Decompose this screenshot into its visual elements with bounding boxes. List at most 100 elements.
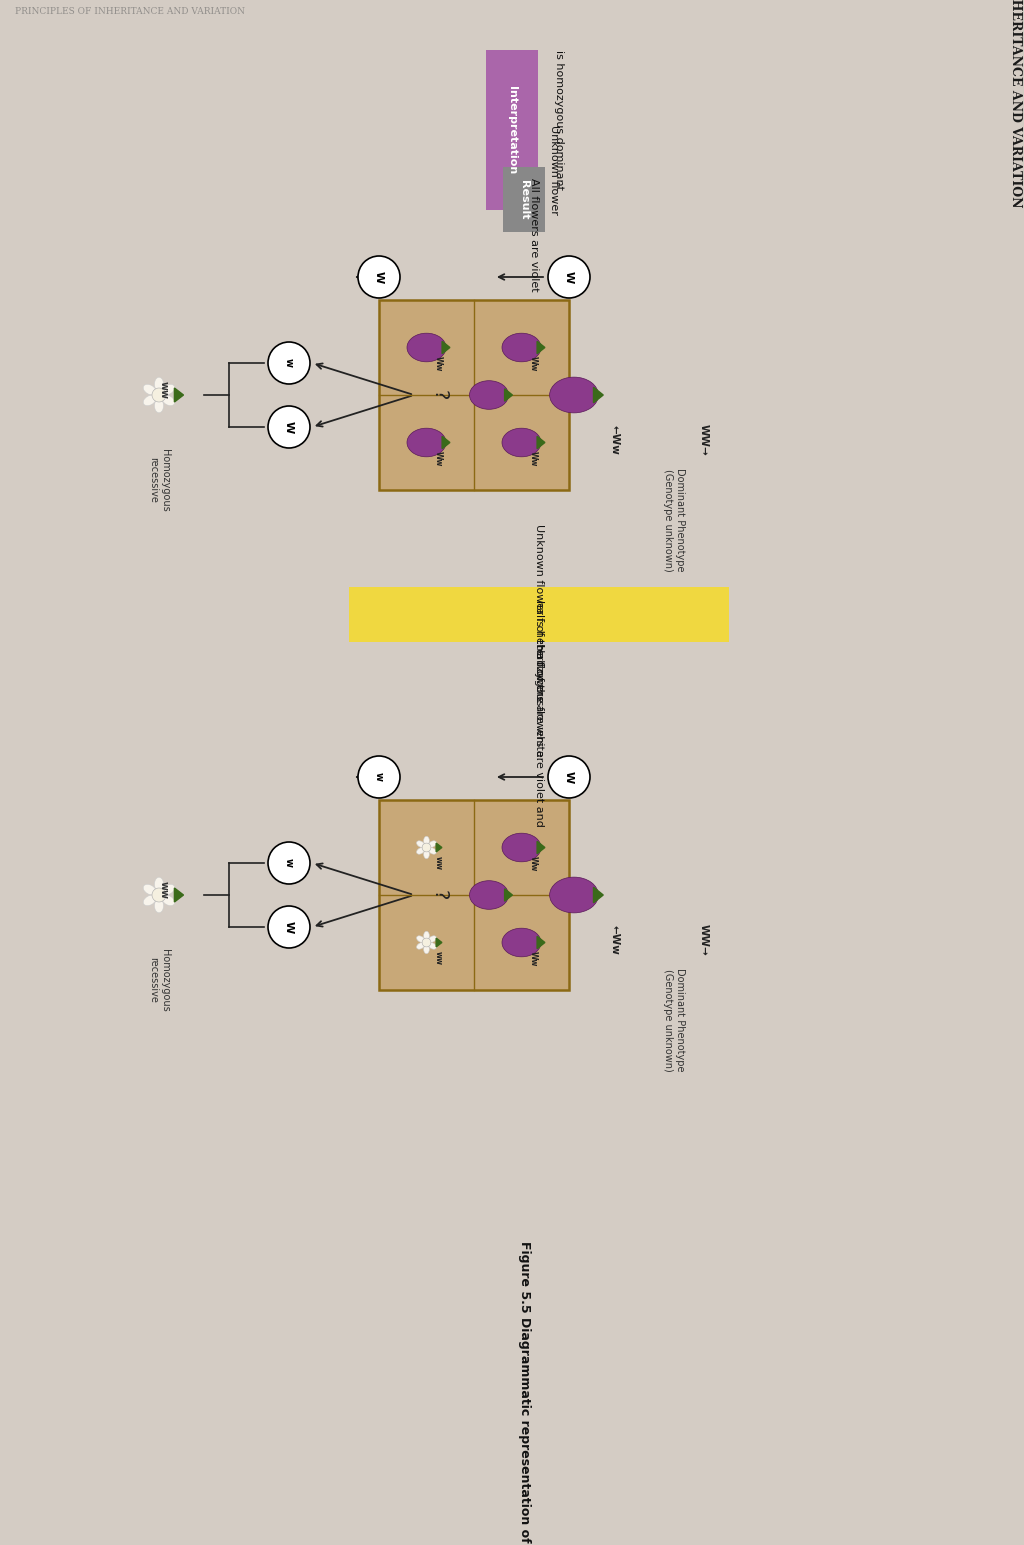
Circle shape: [152, 388, 166, 402]
Ellipse shape: [502, 334, 541, 362]
Ellipse shape: [162, 385, 175, 396]
Ellipse shape: [155, 399, 164, 413]
Polygon shape: [594, 887, 603, 902]
Ellipse shape: [502, 428, 541, 457]
Polygon shape: [538, 436, 545, 448]
Ellipse shape: [550, 878, 598, 913]
Text: W: W: [564, 270, 574, 283]
Text: PRINCIPLES OF INHERITANCE AND VARIATION: PRINCIPLES OF INHERITANCE AND VARIATION: [15, 8, 245, 15]
Circle shape: [268, 341, 310, 385]
Text: Ww: Ww: [529, 856, 538, 871]
Text: All flowers are violet: All flowers are violet: [529, 178, 539, 292]
Ellipse shape: [417, 936, 425, 942]
Text: W: W: [284, 420, 294, 433]
Ellipse shape: [162, 884, 175, 895]
Circle shape: [152, 888, 166, 902]
Polygon shape: [505, 888, 512, 901]
Ellipse shape: [155, 899, 164, 913]
Bar: [503, 167, 545, 232]
Ellipse shape: [428, 840, 436, 847]
Text: ?: ?: [429, 389, 449, 400]
Ellipse shape: [143, 385, 156, 396]
Ellipse shape: [417, 840, 425, 847]
Ellipse shape: [143, 895, 156, 905]
Text: W: W: [284, 921, 294, 933]
Circle shape: [268, 905, 310, 949]
Text: Ww: Ww: [434, 355, 443, 371]
Circle shape: [422, 938, 431, 947]
Ellipse shape: [155, 878, 164, 891]
Circle shape: [422, 844, 431, 851]
Text: Dominant Phenotype
(Genotype unknown): Dominant Phenotype (Genotype unknown): [664, 969, 685, 1072]
Text: Unknown flower: Unknown flower: [549, 125, 559, 215]
Ellipse shape: [155, 377, 164, 391]
Circle shape: [268, 406, 310, 448]
Polygon shape: [538, 842, 545, 854]
Circle shape: [548, 256, 590, 298]
Text: Ww: Ww: [434, 451, 443, 467]
Text: half of the flowers are white.: half of the flowers are white.: [534, 599, 544, 760]
Bar: [486, 49, 538, 210]
Text: Ww: Ww: [529, 355, 538, 371]
Polygon shape: [436, 844, 442, 851]
Circle shape: [268, 842, 310, 884]
Text: Dominant Phenotype
(Genotype unknown): Dominant Phenotype (Genotype unknown): [664, 468, 685, 572]
Bar: [379, 800, 569, 990]
Bar: [349, 587, 729, 643]
Polygon shape: [442, 341, 450, 354]
Text: ww: ww: [434, 856, 443, 870]
Ellipse shape: [469, 881, 509, 910]
Polygon shape: [174, 888, 183, 902]
Text: is homozygous dominant: is homozygous dominant: [554, 49, 564, 190]
Ellipse shape: [417, 942, 425, 949]
Polygon shape: [436, 938, 442, 947]
Text: WW→: WW→: [699, 425, 709, 456]
Ellipse shape: [407, 334, 446, 362]
Ellipse shape: [550, 377, 598, 413]
Text: ?: ?: [429, 890, 449, 901]
Ellipse shape: [502, 929, 541, 956]
Ellipse shape: [428, 936, 436, 942]
Text: Figure 5.5 Diagrammatic representation of a test cross: Figure 5.5 Diagrammatic representation o…: [517, 1241, 530, 1545]
Text: Result: Result: [519, 181, 529, 219]
Ellipse shape: [428, 942, 436, 949]
Circle shape: [358, 256, 400, 298]
Ellipse shape: [428, 848, 436, 854]
Text: ww: ww: [159, 881, 169, 899]
Text: W: W: [564, 771, 574, 783]
Polygon shape: [442, 436, 450, 448]
Text: ←Ww: ←Ww: [609, 425, 618, 454]
Text: ww: ww: [434, 952, 443, 966]
Text: Ww: Ww: [529, 451, 538, 467]
Bar: [379, 300, 569, 490]
Ellipse shape: [162, 895, 175, 905]
Ellipse shape: [424, 836, 429, 845]
Text: Unknown flower is heterozygous: Unknown flower is heterozygous: [534, 524, 544, 706]
Ellipse shape: [424, 850, 429, 859]
Circle shape: [548, 756, 590, 799]
Ellipse shape: [143, 884, 156, 895]
Ellipse shape: [162, 396, 175, 406]
Ellipse shape: [407, 428, 446, 457]
Text: Homozygous
recessive: Homozygous recessive: [148, 448, 170, 511]
Text: w: w: [284, 358, 294, 368]
Circle shape: [358, 756, 400, 799]
Text: ww: ww: [159, 382, 169, 399]
Polygon shape: [594, 388, 603, 403]
Ellipse shape: [502, 833, 541, 862]
Polygon shape: [174, 388, 183, 402]
Ellipse shape: [424, 932, 429, 939]
Polygon shape: [538, 936, 545, 949]
Text: w: w: [374, 772, 384, 782]
Polygon shape: [505, 389, 512, 402]
Text: Ww: Ww: [529, 950, 538, 966]
Text: WW→: WW→: [699, 924, 709, 956]
Text: PRINCIPLES OF INHERITANCE AND VARIATION: PRINCIPLES OF INHERITANCE AND VARIATION: [1009, 0, 1022, 207]
Ellipse shape: [469, 380, 509, 409]
Ellipse shape: [417, 848, 425, 854]
Ellipse shape: [143, 396, 156, 406]
Text: ←Ww: ←Ww: [609, 925, 618, 955]
Polygon shape: [538, 341, 545, 354]
Text: Homozygous
recessive: Homozygous recessive: [148, 949, 170, 1012]
Text: W: W: [374, 270, 384, 283]
